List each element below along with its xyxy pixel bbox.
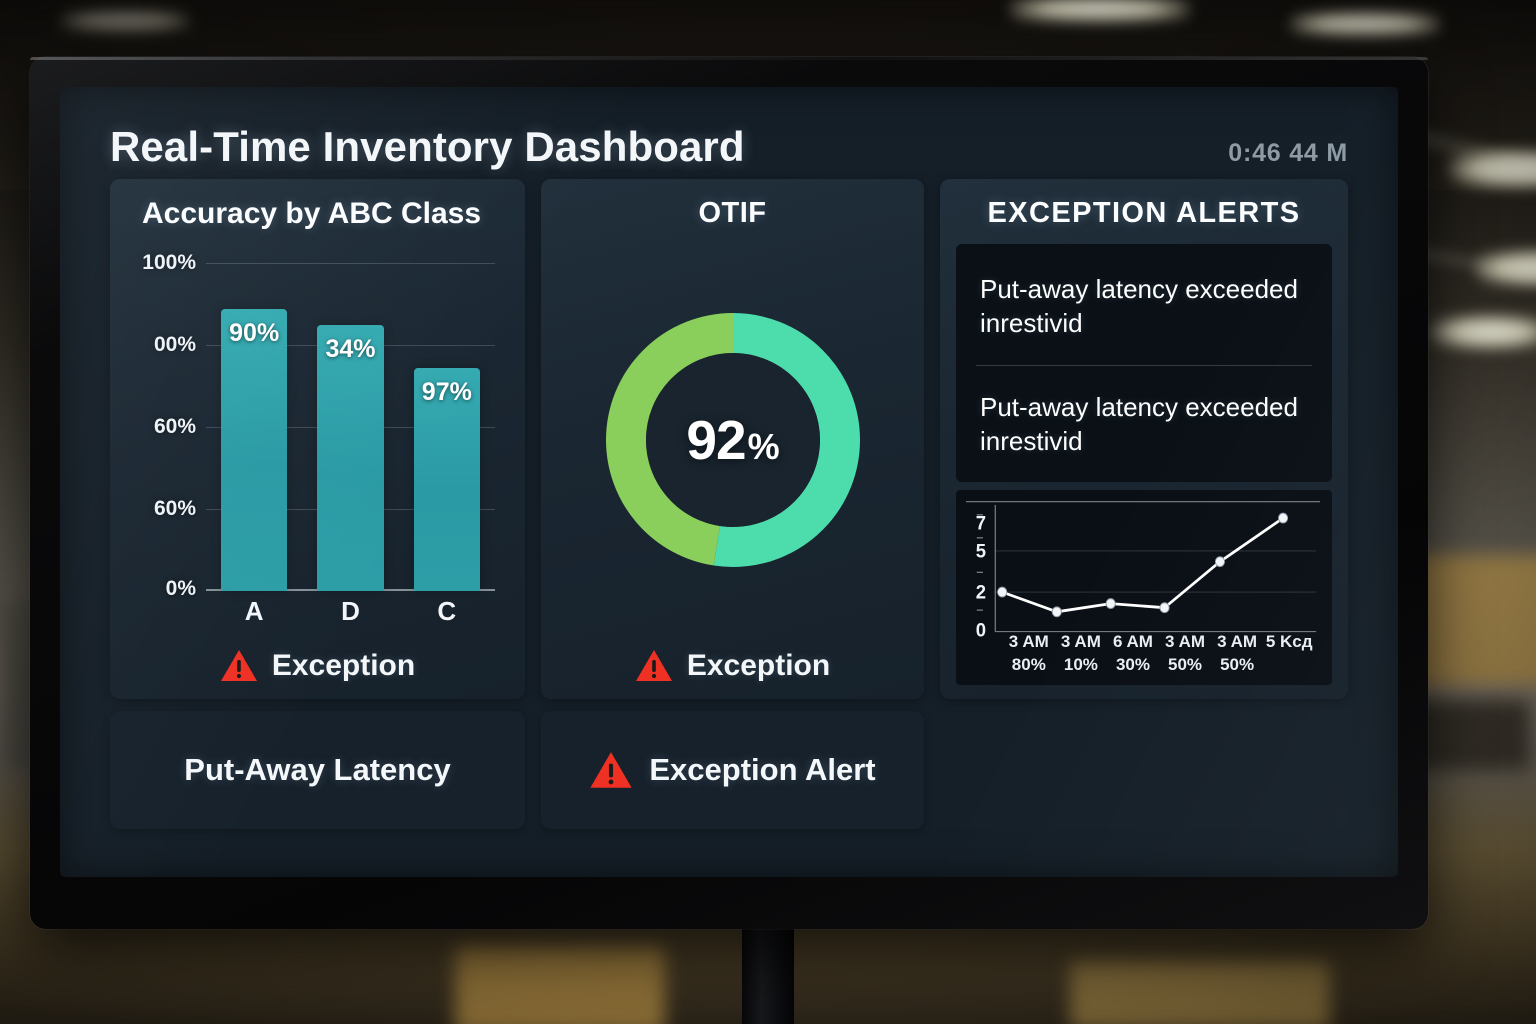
panel-exception-alerts[interactable]: EXCEPTION ALERTS Put-away latency exceed… (940, 179, 1348, 699)
line-chart-x-labels: 3 AM 80% 3 AM 10% 6 AM 30% (1004, 632, 1314, 675)
x-tick-label: 3 AM (1165, 632, 1206, 651)
x-tick-label: 3 AM (1008, 632, 1049, 651)
ceiling-light (1448, 150, 1536, 188)
latency-trend-chart[interactable]: 7 5 2 0 (956, 490, 1332, 685)
otif-donut-chart: 92 % (557, 230, 908, 649)
data-point (1159, 602, 1170, 614)
warehouse-crate (1070, 960, 1330, 1024)
x-axis-labels: A D C (206, 596, 495, 627)
bar-d[interactable]: 34% (317, 325, 384, 591)
x-tick-label: 3 AM (1060, 632, 1101, 651)
y-axis-label: 00% (153, 333, 196, 356)
warning-triangle-icon (220, 650, 257, 681)
warning-triangle-icon (635, 650, 672, 681)
x-tick-sublabel: 30% (1115, 655, 1150, 674)
warning-triangle-icon (590, 751, 633, 788)
y-axis-label: 60% (153, 415, 196, 438)
card-exception-alert[interactable]: Exception Alert (541, 711, 924, 829)
bar-column[interactable]: 97% (413, 263, 481, 591)
ceiling-light (1290, 12, 1440, 36)
bar-value-label: 97% (421, 377, 472, 406)
bar-value-label: 90% (229, 318, 280, 347)
svg-text:2: 2 (976, 582, 986, 604)
x-tick-label: C (437, 596, 457, 626)
line-chart-svg: 7 5 2 0 (966, 501, 1320, 642)
dashboard-screen: Real-Time Inventory Dashboard 0:46 44 M … (60, 87, 1398, 877)
svg-text:5: 5 (976, 541, 987, 563)
x-tick-group: 3 AM 80% (1004, 632, 1054, 675)
data-point (1277, 512, 1289, 524)
x-tick-group: 3 AM 50% (1160, 632, 1210, 675)
y-axis-label: 60% (153, 497, 196, 520)
data-point (997, 586, 1008, 598)
accuracy-bar-chart: 100% 00% 60% 60% 0% (134, 249, 501, 649)
clock-readout: 0:46 44 M (1228, 139, 1348, 167)
warehouse-crate (455, 945, 665, 1024)
dashboard-header: Real-Time Inventory Dashboard 0:46 44 M (88, 113, 1370, 171)
bar-a[interactable]: 90% (220, 308, 288, 591)
accuracy-exception-row[interactable]: Exception (126, 649, 509, 689)
bar-series: 90% 34% 97% (206, 263, 495, 591)
data-point (1105, 598, 1116, 610)
card-label: Put-Away Latency (184, 752, 451, 787)
otif-percent-sign: % (747, 425, 780, 467)
x-tick-group: 5 Kcд (1264, 632, 1314, 675)
monitor-bezel: Real-Time Inventory Dashboard 0:46 44 M … (30, 57, 1428, 929)
card-put-away-latency[interactable]: Put-Away Latency (110, 711, 525, 829)
donut[interactable]: 92 % (600, 307, 866, 573)
x-tick-label: 3 AM (1217, 632, 1258, 651)
alert-list[interactable]: Put-away latency exceeded inrestivid Put… (956, 244, 1332, 483)
page-title: Real-Time Inventory Dashboard (110, 123, 745, 170)
panel-otif[interactable]: OTIF 92 % (541, 179, 924, 699)
card-label: Exception Alert (649, 752, 876, 787)
line-chart-area: 7 5 2 0 (966, 500, 1320, 677)
list-item[interactable]: Put-away latency exceeded inrestivid (976, 364, 1312, 483)
otif-value: 92 (686, 408, 746, 471)
donut-slice-complete (605, 312, 860, 567)
panel-accuracy-by-abc-class[interactable]: Accuracy by ABC Class 100% 00% 60% (110, 179, 525, 699)
exception-label: Exception (271, 649, 416, 682)
donut-hole (645, 352, 820, 527)
svg-text:0: 0 (976, 620, 986, 642)
x-tick-label: 5 Kcд (1265, 632, 1313, 651)
data-point (1051, 606, 1062, 618)
ceiling-light (1475, 250, 1536, 286)
list-item[interactable]: Put-away latency exceeded inrestivid (980, 274, 1298, 339)
dashboard-bottom-row: Put-Away Latency Exception Alert (88, 699, 1370, 829)
x-tick-sublabel: 50% (1168, 655, 1203, 674)
bar-value-label: 34% (325, 335, 376, 364)
donut-center-value: 92 % (686, 408, 780, 472)
otif-exception-row[interactable]: Exception (635, 649, 830, 689)
ceiling-light (1430, 315, 1536, 349)
ceiling-light (60, 10, 190, 32)
bar-column[interactable]: 90% (220, 263, 288, 591)
x-tick-group: 6 AM 30% (1108, 632, 1158, 675)
x-tick-sublabel: 80% (1011, 655, 1046, 674)
alerts-panel-title: EXCEPTION ALERTS (987, 197, 1301, 229)
x-tick-group: 3 AM 50% (1212, 632, 1262, 675)
card-spacer (940, 711, 1348, 829)
x-tick-sublabel: 10% (1063, 655, 1098, 674)
donut-svg (605, 312, 860, 567)
dashboard-top-row: Accuracy by ABC Class 100% 00% 60% (88, 171, 1370, 699)
line-series (1000, 516, 1285, 614)
x-tick-sublabel: 50% (1220, 655, 1255, 674)
x-tick-label: 6 AM (1112, 632, 1153, 651)
otif-panel-title: OTIF (698, 197, 767, 229)
x-tick-label: D (341, 596, 360, 626)
x-tick-group: 3 AM 10% (1056, 632, 1106, 675)
y-axis-label: 100% (142, 251, 196, 274)
bezel-highlight (30, 57, 1428, 60)
x-tick-label: A (244, 596, 264, 626)
bar-column[interactable]: 34% (317, 263, 384, 591)
bar-plot-area: 100% 00% 60% 60% 0% (142, 251, 495, 600)
data-point (1214, 556, 1226, 568)
gridline: 100% (142, 251, 495, 274)
exception-label: Exception (686, 649, 831, 682)
svg-text:7: 7 (976, 513, 986, 535)
bar-c[interactable]: 97% (413, 367, 481, 591)
y-axis-label: 0% (165, 577, 196, 600)
ceiling-light (1010, 0, 1190, 22)
accuracy-panel-title: Accuracy by ABC Class (142, 197, 482, 230)
